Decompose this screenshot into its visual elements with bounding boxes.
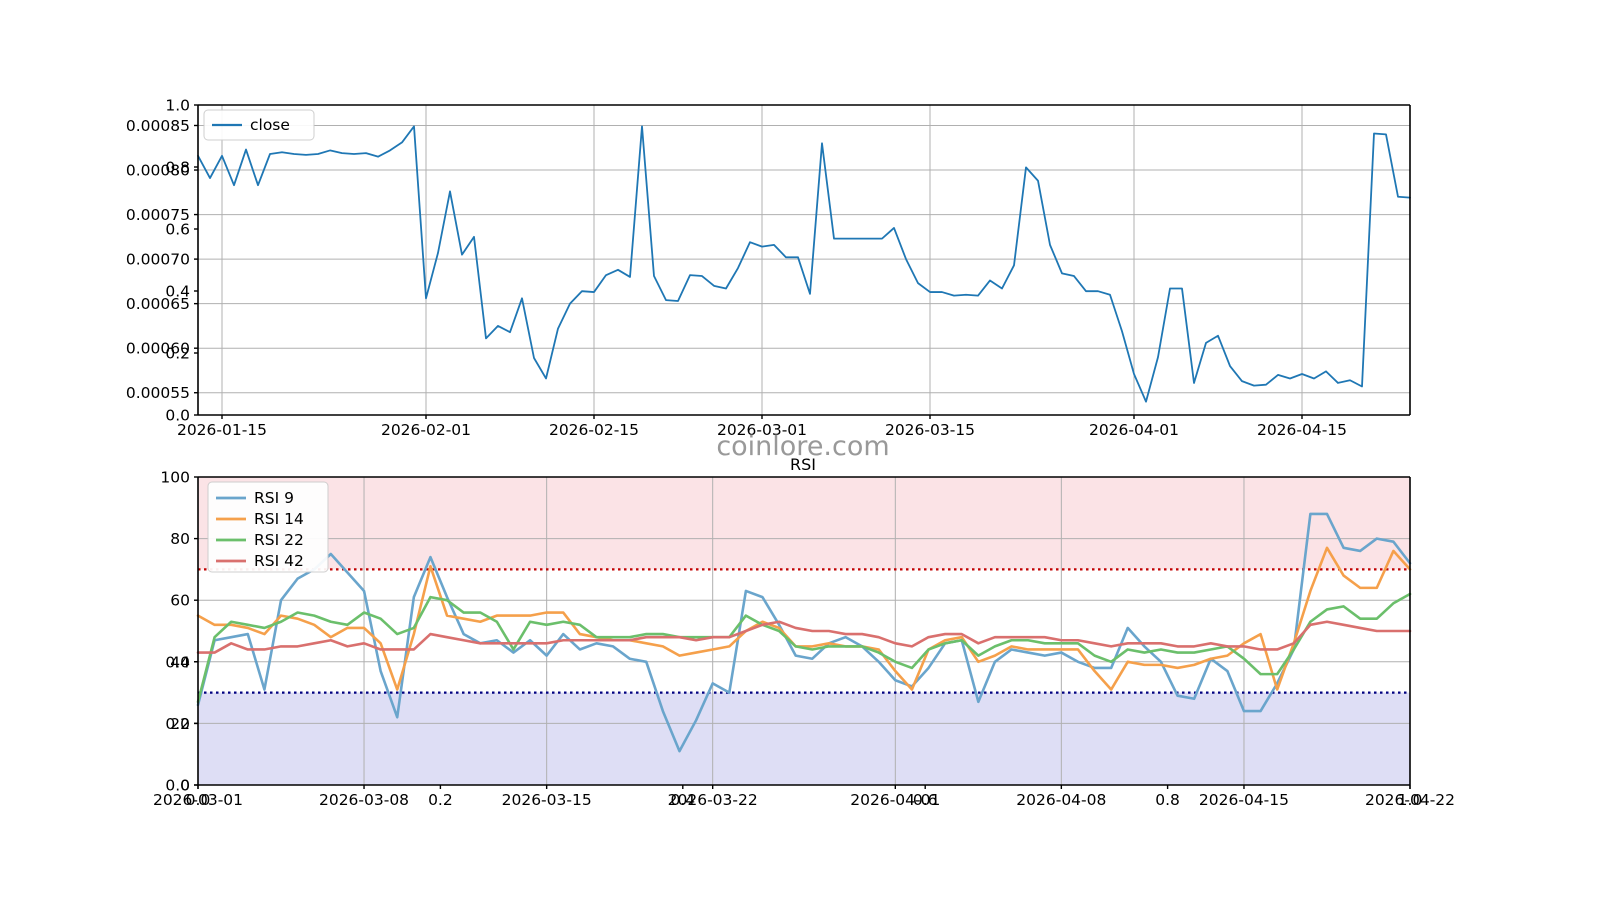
rsi-ghost-xtick-label: 0.2 — [428, 791, 453, 809]
rsi-line-rsi-9 — [196, 512, 1412, 753]
price-xtick-label: 2026-04-01 — [1089, 421, 1179, 439]
price-subplot: 0.00055 0.00060 0.00065 0.00070 0.00075 0.000… — [126, 97, 1411, 439]
price-xtick-label: 2026-03-15 — [885, 421, 975, 439]
rsi-ghost-ytick-label: 0.4 — [165, 653, 190, 671]
rsi-xtick-label: 2026-03-22 — [668, 791, 758, 809]
rsi-chart-title: RSI — [790, 455, 816, 474]
price-ytick-label: 0.00075 — [126, 206, 190, 224]
price-ghost-ytick-label: 1.0 — [165, 97, 190, 115]
price-ghost-ytick-label: 0.6 — [165, 221, 190, 239]
price-plot-background — [198, 105, 1410, 415]
rsi-legend-label-3: RSI 42 — [254, 552, 304, 570]
watermark: coinlore.com — [716, 431, 889, 462]
rsi-xtick-label: 2026-03-08 — [319, 791, 409, 809]
rsi-overbought-band — [198, 477, 1410, 570]
rsi-ytick-label: 0 — [180, 777, 190, 795]
rsi-ytick-label: 40 — [170, 653, 190, 671]
price-ytick-label: 0.00060 — [126, 340, 190, 358]
rsi-ghost-xtick-label: 1.0 — [1398, 791, 1423, 809]
rsi-ytick-label: 80 — [170, 530, 190, 548]
rsi-ytick-label: 60 — [170, 592, 190, 610]
rsi-xtick-label: 2026-04-01 — [850, 791, 940, 809]
rsi-xtick-label: 2026-04-15 — [1199, 791, 1289, 809]
price-xtick-label: 2026-02-01 — [381, 421, 471, 439]
price-close-line — [197, 125, 1411, 403]
rsi-ghost-ytick-label: 0.0 — [165, 777, 190, 795]
price-xtick-label: 2026-04-15 — [1257, 421, 1347, 439]
rsi-ytick-label: 20 — [170, 715, 190, 733]
price-legend-label: close — [250, 116, 290, 134]
price-ytick-label: 0.00080 — [126, 162, 190, 180]
rsi-ghost-ytick-label: 0.2 — [165, 715, 190, 733]
rsi-line-rsi-22 — [196, 592, 1412, 704]
price-xtick-label: 2026-02-15 — [549, 421, 639, 439]
rsi-ghost-xtick-label: 0.4 — [670, 791, 695, 809]
rsi-xtick-label: 2026-03-15 — [502, 791, 592, 809]
rsi-line-rsi-14 — [196, 546, 1412, 691]
rsi-xtick-label: 2026-04-22 — [1365, 791, 1455, 809]
rsi-xtick-label: 2026-03-01 — [153, 791, 243, 809]
price-ghost-ytick-label: 0.4 — [165, 283, 190, 301]
price-ytick-label: 0.00070 — [126, 251, 190, 269]
price-ytick-label: 0.00055 — [126, 384, 190, 402]
price-xtick-label: 2026-03-01 — [717, 421, 807, 439]
rsi-xtick-label: 2026-04-08 — [1016, 791, 1106, 809]
price-legend-box — [203, 109, 315, 141]
rsi-ytick-label: 100 — [160, 469, 190, 487]
rsi-legend-box — [207, 481, 329, 573]
rsi-subplot: 0 20 40 60 80 100 0.0 0.2 0.4 2026-03-01 2026-03-0… — [153, 469, 1455, 810]
rsi-legend-label-1: RSI 14 — [254, 510, 304, 528]
price-ghost-ytick-label: 0.0 — [165, 407, 190, 425]
price-xtick-label: 2026-01-15 — [177, 421, 267, 439]
price-ytick-label: 0.00085 — [126, 117, 190, 135]
rsi-legend-label-2: RSI 22 — [254, 531, 304, 549]
price-ghost-ytick-label: 0.2 — [165, 345, 190, 363]
rsi-ghost-xtick-label: 0.0 — [186, 791, 211, 809]
rsi-legend-label-0: RSI 9 — [254, 489, 294, 507]
price-ytick-label: 0.00065 — [126, 295, 190, 313]
rsi-line-rsi-42 — [196, 620, 1412, 654]
rsi-ghost-xtick-label: 0.8 — [1155, 791, 1180, 809]
rsi-ghost-xtick-label: 0.6 — [913, 791, 938, 809]
rsi-oversold-band — [198, 692, 1410, 785]
price-ghost-ytick-label: 0.8 — [165, 159, 190, 177]
